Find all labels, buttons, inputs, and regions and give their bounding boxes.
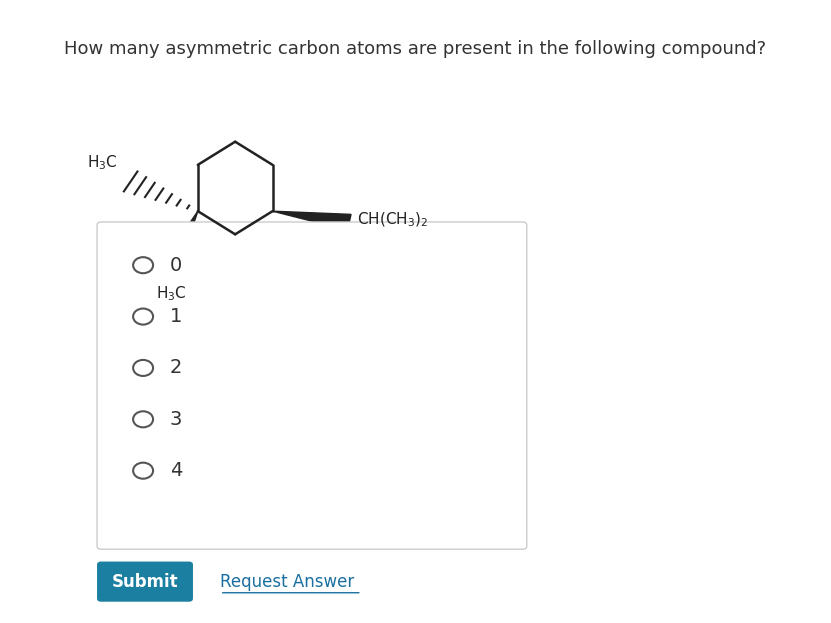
FancyBboxPatch shape (97, 222, 527, 549)
Text: H$_3$C: H$_3$C (155, 284, 186, 303)
Text: 1: 1 (170, 307, 182, 326)
Text: Submit: Submit (111, 573, 179, 591)
FancyBboxPatch shape (97, 561, 193, 602)
Text: 0: 0 (170, 255, 182, 275)
Text: 3: 3 (170, 410, 182, 429)
Text: CH(CH$_3$)$_2$: CH(CH$_3$)$_2$ (357, 211, 428, 229)
Circle shape (133, 308, 153, 325)
Text: 2: 2 (170, 358, 182, 378)
Text: H$_3$C: H$_3$C (86, 153, 117, 173)
Text: 4: 4 (170, 461, 182, 480)
Polygon shape (158, 211, 198, 276)
Circle shape (133, 360, 153, 376)
Circle shape (133, 463, 153, 478)
Polygon shape (273, 211, 351, 230)
Text: Request Answer: Request Answer (220, 573, 354, 591)
Circle shape (133, 411, 153, 427)
Circle shape (133, 257, 153, 273)
Text: How many asymmetric carbon atoms are present in the following compound?: How many asymmetric carbon atoms are pre… (65, 40, 766, 58)
